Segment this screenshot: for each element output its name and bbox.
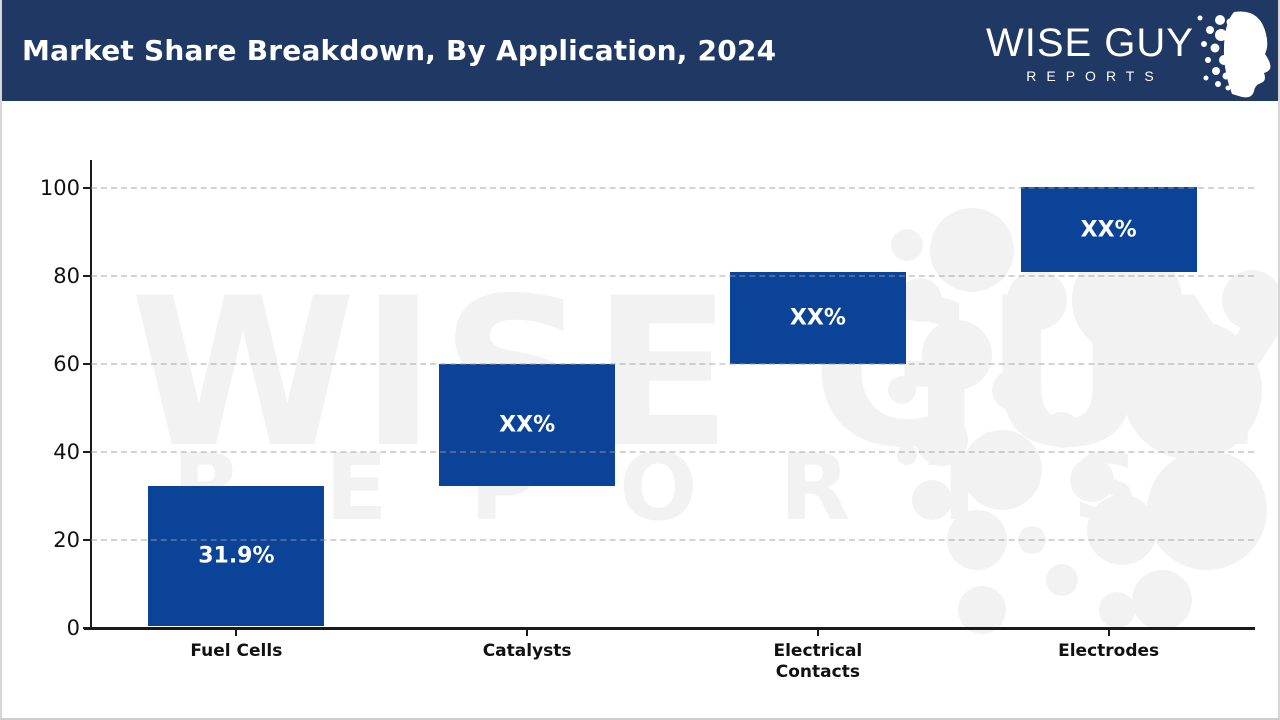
gridline-80	[91, 274, 1254, 277]
y-tick-mark	[83, 450, 91, 453]
x-tick-mark	[526, 628, 529, 636]
bar-value-label: XX%	[499, 412, 556, 438]
x-category-label: Catalysts	[482, 640, 572, 661]
x-tick-mark	[816, 628, 819, 636]
gridline-100	[91, 187, 1254, 189]
waterfall-chart: 0 20 40 60 80 100 31.9% Fuel Cells XX% Catalysts X…	[2, 101, 1278, 718]
bar-value-label: XX%	[1080, 217, 1137, 243]
x-category-label: Electrodes	[1058, 640, 1160, 661]
y-tick-label: 40	[53, 439, 80, 464]
y-tick-label: 20	[53, 527, 80, 552]
logo-wordmark: WISE GUY	[985, 21, 1194, 65]
bar-value-label: XX%	[789, 305, 846, 331]
logo-text: WISE GUY REPORTS	[986, 23, 1194, 83]
bar-catalysts	[439, 363, 616, 487]
x-category-label: Fuel Cells	[190, 640, 283, 661]
logo-head-icon	[1197, 11, 1271, 98]
bar-fuel-cells	[148, 486, 325, 627]
page-title: Market Share Breakdown, By Application, …	[22, 34, 777, 67]
bar-electrodes	[1020, 187, 1197, 273]
y-tick-mark	[83, 187, 91, 189]
x-tick-mark	[235, 628, 238, 636]
y-tick-mark	[83, 274, 91, 277]
x-axis-line	[84, 626, 1255, 630]
y-axis-line	[90, 160, 92, 627]
y-tick-mark	[83, 538, 91, 541]
bar-value-label: 31.9%	[198, 543, 275, 569]
y-tick-label: 100	[39, 176, 80, 200]
gridline-40	[91, 450, 1254, 453]
y-tick-mark	[83, 362, 91, 365]
bar-electrical-contacts	[729, 272, 906, 364]
gridline-60	[91, 362, 1254, 365]
y-tick-label: 80	[53, 263, 80, 288]
logo-subtitle: REPORTS	[1026, 68, 1164, 84]
x-tick-mark	[1107, 628, 1110, 636]
y-tick-label: 60	[53, 351, 80, 376]
header-bar: Market Share Breakdown, By Application, …	[2, 0, 1278, 101]
watermark-head-dots	[883, 198, 1278, 634]
gridline-20	[91, 538, 1254, 541]
y-tick-label: 0	[66, 615, 80, 640]
wise-guy-logo: WISE GUY REPORTS	[986, 8, 1274, 98]
x-category-label: Electrical Contacts	[773, 640, 863, 682]
